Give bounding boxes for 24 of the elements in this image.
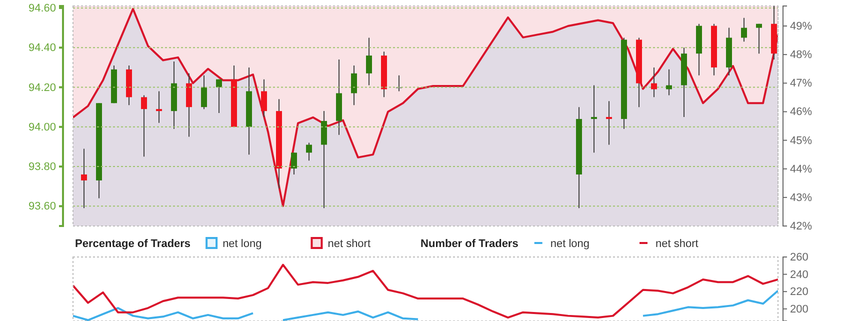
legend-title: Number of Traders <box>420 238 518 250</box>
legend-label: net long <box>222 238 262 250</box>
y-tick-label: 200 <box>790 303 808 316</box>
legend-title: Percentage of Traders <box>75 238 191 250</box>
y-tick-label: 94.40 <box>28 42 56 54</box>
y-tick-label: 46% <box>790 106 812 118</box>
y-tick-label: 42% <box>790 220 812 233</box>
y-tick-label: 49% <box>790 20 812 33</box>
y-tick-label: 94.00 <box>28 121 56 134</box>
y-tick-label: 240 <box>790 268 808 281</box>
y-tick-label: 44% <box>790 163 812 176</box>
y-tick-label: 43% <box>790 192 812 204</box>
y-tick-label: 45% <box>790 134 812 147</box>
y-tick-label: 220 <box>790 286 808 298</box>
y-tick-label: 94.20 <box>28 82 56 94</box>
legend-label: net short <box>656 238 698 250</box>
y-tick-label: 94.60 <box>28 2 56 14</box>
legend-label: net short <box>328 238 371 250</box>
legend-label: net long <box>550 238 590 250</box>
y-tick-label: 93.60 <box>28 200 56 213</box>
y-tick-label: 260 <box>790 252 808 264</box>
y-tick-label: 47% <box>790 78 812 90</box>
y-tick-label: 48% <box>790 49 812 62</box>
y-tick-label: 93.80 <box>28 161 56 174</box>
